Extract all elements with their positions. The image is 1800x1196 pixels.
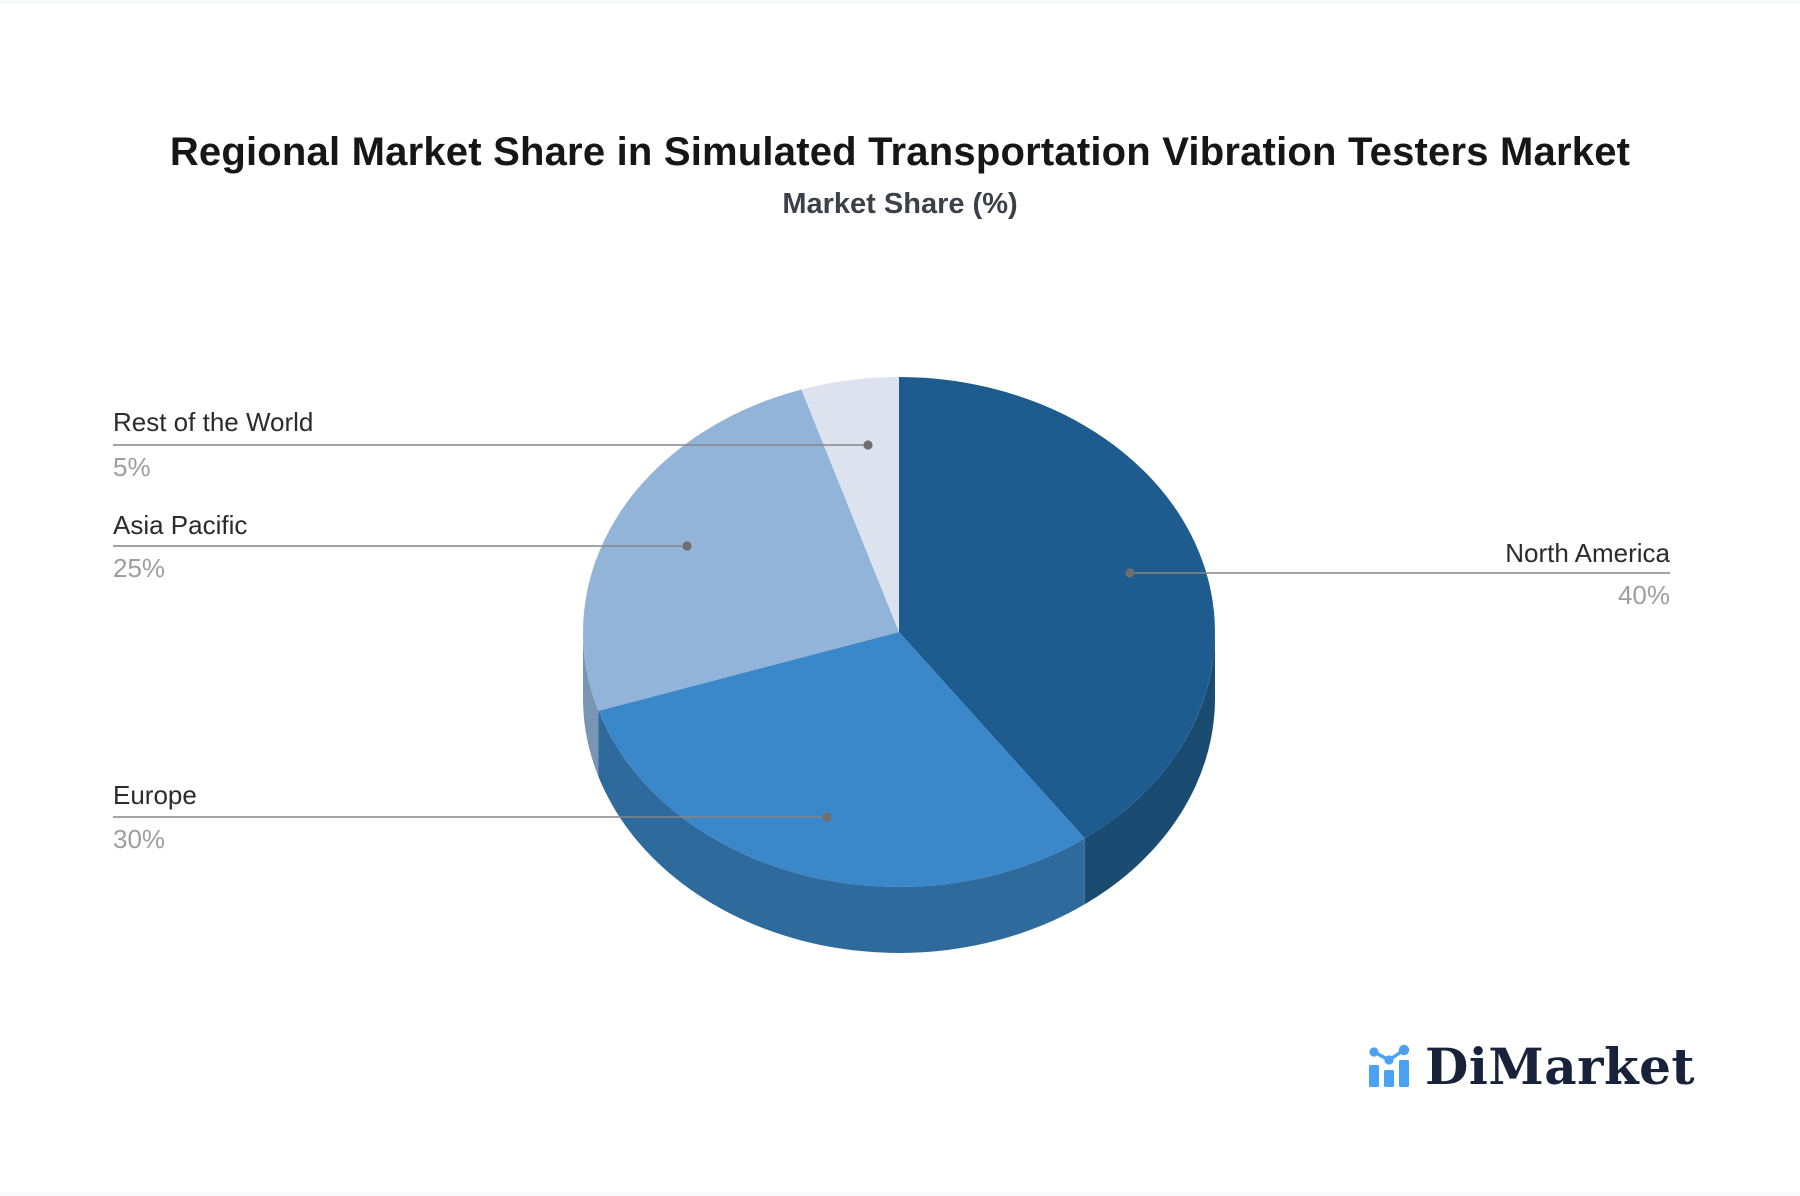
pie-slice-rest-of-the-world[interactable] [801, 377, 899, 632]
slice-value-europe: 30% [113, 824, 166, 854]
slice-label-europe: Europe [113, 780, 197, 810]
dimarket-logo-text: DiMarket [1425, 1037, 1695, 1096]
pie-slice-north-america[interactable] [899, 377, 1215, 839]
slice-label-north-america: North America [1505, 538, 1670, 568]
chart-subtitle: Market Share (%) [782, 188, 1018, 220]
leader-dot-europe [822, 812, 832, 822]
pie-slice-side-asia-pacific [583, 632, 599, 777]
dimarket-chart-icon [1369, 1044, 1410, 1087]
slice-label-rest-of-the-world: Rest of the World [113, 407, 314, 437]
pie-slice-side-europe [598, 710, 1085, 953]
leader-dot-asia-pacific [682, 541, 692, 551]
slice-label-asia-pacific: Asia Pacific [113, 510, 248, 540]
pie-slice-side-north-america [1084, 632, 1215, 905]
slice-value-north-america: 40% [1617, 580, 1670, 610]
chart-title: Regional Market Share in Simulated Trans… [169, 130, 1631, 174]
slice-value-asia-pacific: 25% [113, 553, 166, 583]
page-bottom-border [0, 1192, 1800, 1196]
leader-dot-north-america [1125, 568, 1135, 578]
page-top-border [0, 0, 1800, 4]
pie-slice-asia-pacific[interactable] [583, 389, 899, 711]
pie-slice-europe[interactable] [598, 632, 1085, 887]
slice-value-rest-of-the-world: 5% [113, 452, 151, 482]
leader-dot-rest-of-the-world [863, 440, 873, 450]
dimarket-logo: DiMarket [1368, 1037, 1695, 1096]
